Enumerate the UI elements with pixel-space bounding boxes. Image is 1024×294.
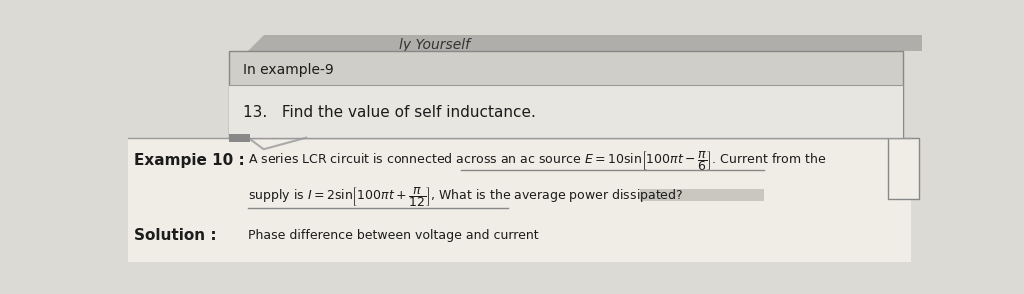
- Bar: [228, 134, 251, 141]
- Polygon shape: [248, 35, 922, 51]
- Bar: [128, 138, 910, 262]
- Text: Exampie 10 :: Exampie 10 :: [134, 153, 245, 168]
- Text: ly Yourself: ly Yourself: [399, 38, 470, 51]
- Bar: [228, 85, 903, 138]
- Text: supply is $I = 2\sin\!\left[100\pi t + \dfrac{\pi}{12}\right]$, What is the aver: supply is $I = 2\sin\!\left[100\pi t + \…: [248, 185, 683, 209]
- Bar: [888, 138, 919, 199]
- Bar: [228, 51, 903, 138]
- Bar: [640, 189, 764, 201]
- Text: Solution :: Solution :: [134, 228, 217, 243]
- Text: In example-9: In example-9: [243, 63, 334, 77]
- Text: Phase difference between voltage and current: Phase difference between voltage and cur…: [248, 229, 539, 242]
- Text: 13.   Find the value of self inductance.: 13. Find the value of self inductance.: [243, 105, 536, 120]
- Text: A series LCR circuit is connected across an ac source $E =10\sin\!\left[100\pi t: A series LCR circuit is connected across…: [248, 149, 826, 173]
